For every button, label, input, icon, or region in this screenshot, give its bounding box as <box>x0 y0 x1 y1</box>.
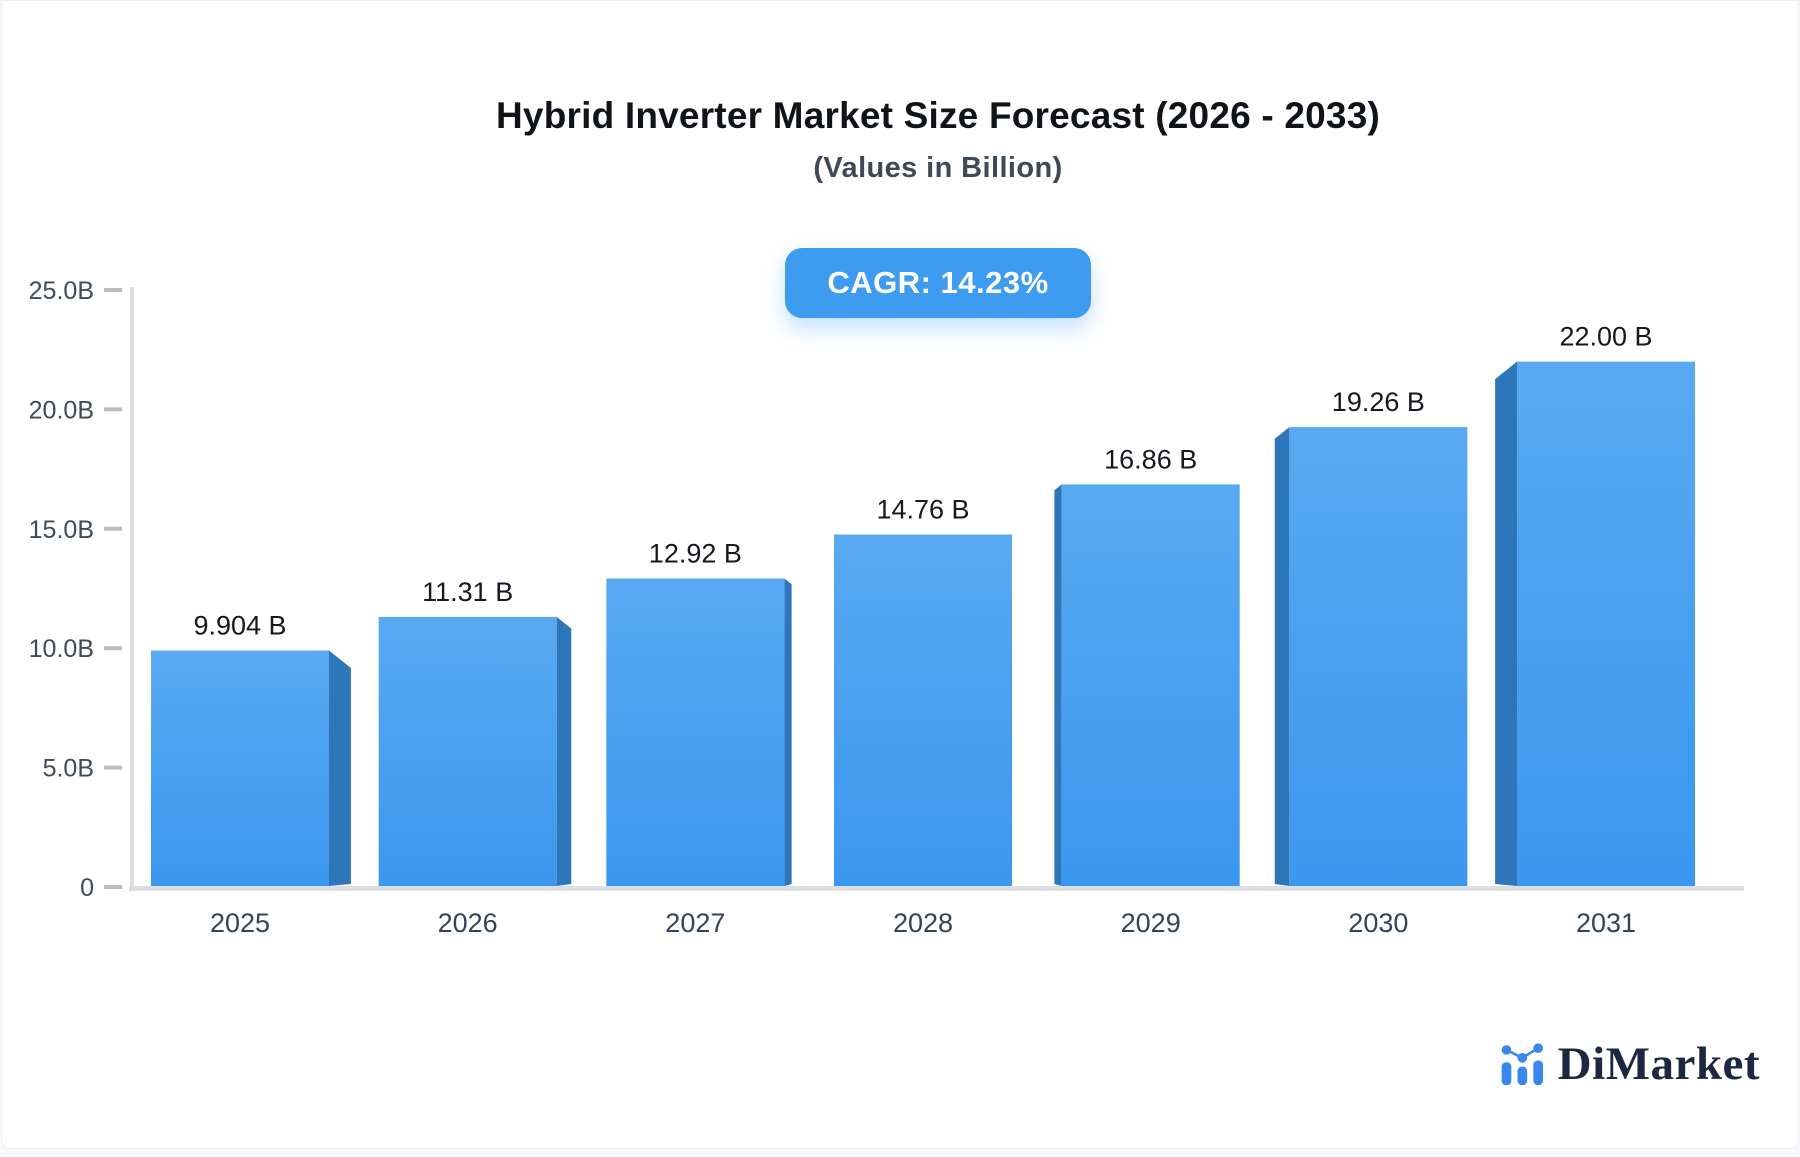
bar <box>378 616 557 886</box>
bar <box>606 578 785 886</box>
bar-value-label: 12.92 B <box>649 538 742 568</box>
bar <box>1517 361 1696 886</box>
bar-side-3d <box>1054 484 1062 886</box>
bar-value-label: 19.26 B <box>1332 387 1425 417</box>
y-tick-label: 25.0B <box>29 277 94 305</box>
x-axis-year-label: 2026 <box>438 908 498 938</box>
chart-title: Hybrid Inverter Market Size Forecast (20… <box>496 95 1380 136</box>
y-tick-label: 10.0B <box>29 635 94 663</box>
y-tick-label: 20.0B <box>29 396 94 424</box>
x-axis-year-label: 2030 <box>1348 908 1408 938</box>
cagr-badge: CAGR: 14.23% <box>785 248 1091 318</box>
bar <box>151 650 329 886</box>
x-axis-year-label: 2028 <box>893 908 953 938</box>
bar-value-label: 9.904 B <box>193 610 286 640</box>
y-tick-label: 15.0B <box>29 516 94 544</box>
bar <box>1289 427 1468 886</box>
y-tick-label: 0 <box>80 874 94 902</box>
x-axis-year-label: 2031 <box>1576 908 1636 938</box>
bar <box>1061 484 1240 886</box>
bar-value-label: 11.31 B <box>422 577 513 607</box>
brand-name: DiMarket <box>1557 1038 1760 1090</box>
x-axis-year-label: 2025 <box>210 908 270 938</box>
brand-logo: DiMarket <box>1499 1037 1760 1091</box>
x-axis-year-label: 2027 <box>665 908 725 938</box>
bar-value-label: 14.76 B <box>876 495 969 525</box>
bar-side-3d <box>1495 361 1518 886</box>
chart-subtitle: (Values in Billion) <box>813 152 1063 184</box>
bar-side-3d <box>784 578 792 886</box>
bar-value-label: 22.00 B <box>1559 322 1652 352</box>
y-tick-label: 5.0B <box>43 755 94 783</box>
logo-chart-icon <box>1501 1043 1543 1086</box>
bar-value-label: 16.86 B <box>1104 444 1197 474</box>
bar-side-3d <box>556 616 572 886</box>
chart-header: Hybrid Inverter Market Size Forecast (20… <box>74 1 1800 318</box>
bar-side-3d <box>329 650 351 886</box>
bar-side-3d <box>1274 427 1290 886</box>
bar <box>834 534 1013 886</box>
x-axis-year-label: 2029 <box>1121 908 1181 938</box>
